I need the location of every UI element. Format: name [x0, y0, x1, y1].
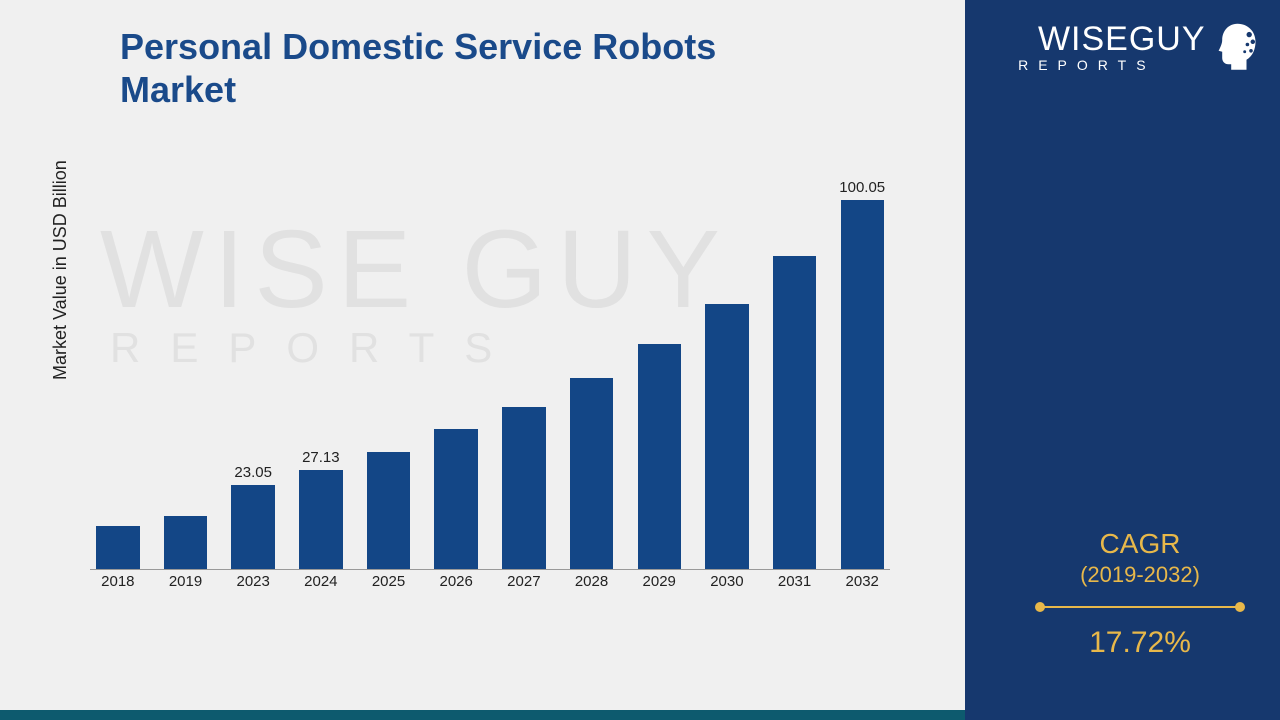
bar [299, 470, 342, 570]
x-tick-label: 2025 [361, 573, 417, 595]
x-tick-label: 2029 [631, 573, 687, 595]
bar-group [158, 516, 214, 570]
bar-group: 27.13 [293, 470, 349, 570]
chart-main-area: WISE GUY REPORTS Personal Domestic Servi… [0, 0, 965, 720]
side-panel: WISEGUY REPORTS CAGR (2019-2032) 17.72% [965, 0, 1280, 720]
bar-group [699, 304, 755, 570]
cagr-years: (2019-2032) [1030, 562, 1250, 588]
bar [502, 407, 545, 570]
bar-group [767, 256, 823, 570]
bar-group [496, 407, 552, 570]
logo-main: WISE [1038, 20, 1129, 58]
bar [434, 429, 477, 570]
x-tick-label: 2030 [699, 573, 755, 595]
bar-group [361, 452, 417, 570]
brand-logo: WISEGUY REPORTS [980, 20, 1260, 73]
head-icon [1215, 22, 1260, 72]
bars-container: 23.0527.13100.05 [90, 175, 890, 570]
logo-sub: REPORTS [1018, 57, 1155, 73]
x-tick-label: 2019 [158, 573, 214, 595]
footer-accent-bar [0, 710, 965, 720]
bar [231, 485, 274, 570]
logo-thin: GUY [1129, 20, 1206, 58]
bar-value-label: 27.13 [302, 449, 340, 466]
bar [773, 256, 816, 570]
chart-title: Personal Domestic Service Robots Market [120, 25, 840, 111]
bar [841, 200, 884, 570]
bar-group [428, 429, 484, 570]
x-tick-label: 2026 [428, 573, 484, 595]
cagr-divider [1040, 606, 1240, 608]
bar [367, 452, 410, 570]
bar-group [631, 344, 687, 570]
bar-value-label: 100.05 [839, 179, 885, 196]
x-tick-label: 2028 [564, 573, 620, 595]
bar [638, 344, 681, 570]
chart-baseline [90, 569, 890, 570]
x-axis-labels: 2018 2019 2023 2024 2025 2026 2027 2028 2029 2030… [90, 573, 890, 595]
x-tick-label: 2031 [767, 573, 823, 595]
bar [164, 516, 207, 570]
bar-group [564, 378, 620, 570]
bar [705, 304, 748, 570]
bar-group: 100.05 [834, 200, 890, 570]
chart-area: 23.0527.13100.05 20182019202320242025202… [90, 175, 890, 595]
bar [96, 526, 139, 570]
bar-group [90, 526, 146, 570]
cagr-label: CAGR [1030, 528, 1250, 560]
x-tick-label: 2027 [496, 573, 552, 595]
x-tick-label: 2018 [90, 573, 146, 595]
cagr-value: 17.72% [1030, 626, 1250, 660]
bar-value-label: 23.05 [234, 464, 272, 481]
x-tick-label: 2032 [834, 573, 890, 595]
y-axis-label: Market Value in USD Billion [50, 160, 71, 380]
bar [570, 378, 613, 570]
cagr-block: CAGR (2019-2032) 17.72% [1030, 528, 1250, 660]
x-tick-label: 2023 [225, 573, 281, 595]
x-tick-label: 2024 [293, 573, 349, 595]
logo-text: WISEGUY REPORTS [1018, 20, 1205, 73]
bar-group: 23.05 [225, 485, 281, 570]
